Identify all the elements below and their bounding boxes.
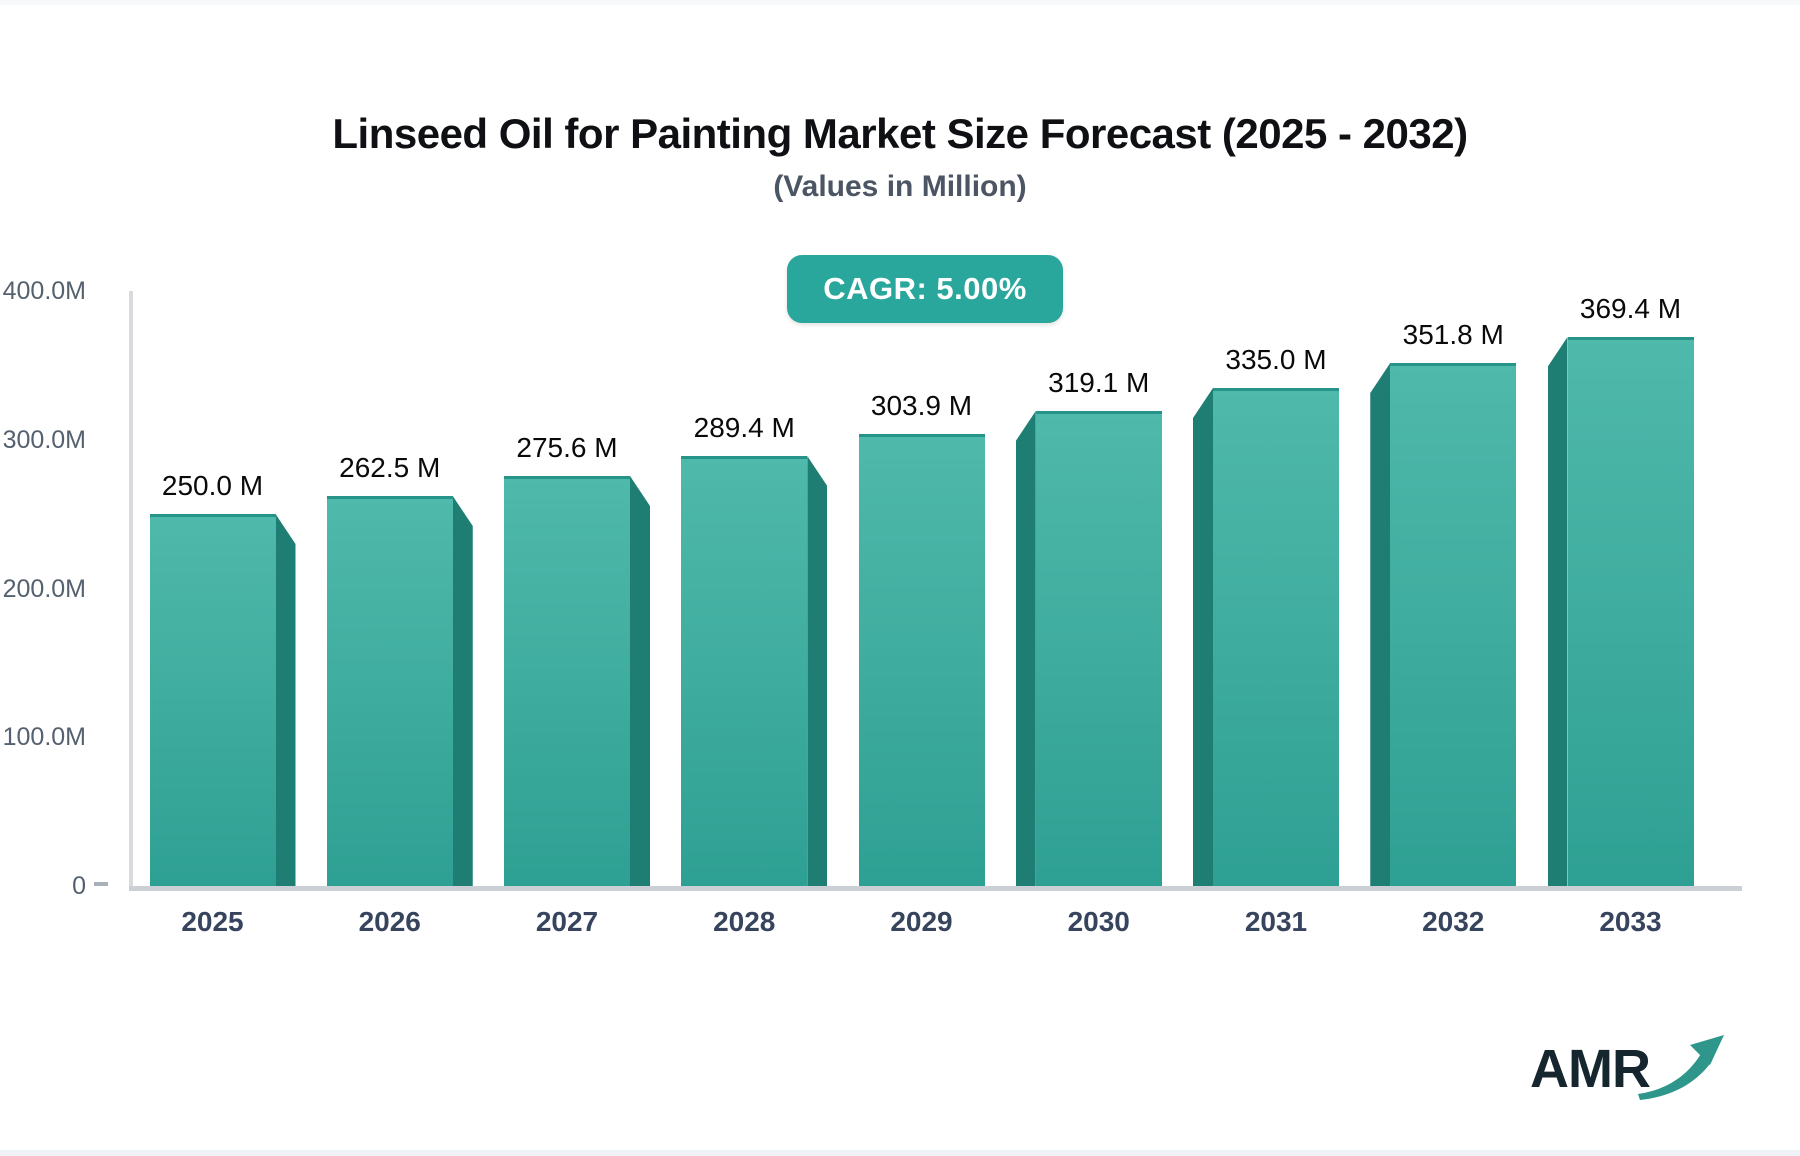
zero-tick-mark [94,882,108,886]
bar-value-label: 250.0 M [161,470,264,501]
bottom-border-strip [0,1150,1800,1156]
x-axis-label: 2027 [535,906,599,937]
chart-subtitle: (Values in Million) [773,170,1027,203]
bar[interactable] [504,476,630,886]
cagr-badge: CAGR: 5.00% [787,255,1063,323]
x-axis-label: 2028 [713,906,776,937]
bar-3d-side [1015,411,1036,886]
bar-value-label: 275.6 M [516,432,618,463]
bar-3d-side [1547,337,1568,886]
x-axis-label: 2029 [890,906,953,937]
bar-value-label: 303.9 M [870,390,973,421]
bar-3d-side [807,456,828,886]
amr-logo: AMR [1522,1030,1724,1120]
bar[interactable] [149,514,276,886]
cagr-badge-label: CAGR: 5.00% [823,271,1027,306]
amr-logo-text: AMR [1530,1039,1651,1099]
y-axis-label: 300.0M [2,425,86,454]
bar[interactable] [1567,337,1694,886]
bar-3d-side [630,476,650,886]
x-axis-label: 2026 [358,906,421,937]
bar-value-label: 369.4 M [1579,293,1682,324]
y-axis-label: 200.0M [2,574,86,603]
bar[interactable] [681,456,808,886]
bar-3d-side [1370,363,1391,886]
bar[interactable] [1390,363,1517,886]
y-axis-label: 100.0M [2,723,86,752]
bar-3d-side [275,514,296,886]
bar[interactable] [858,434,985,886]
bar-value-label: 289.4 M [693,412,795,443]
growth-arrow-icon [1638,1035,1724,1100]
bar-value-label: 351.8 M [1402,319,1504,350]
bar-3d-side [1193,388,1213,886]
x-axis-label: 2032 [1422,906,1485,937]
top-border-strip [0,0,1800,5]
bar-3d-side [452,496,473,886]
bar[interactable] [326,496,453,886]
x-axis-line [129,886,1742,891]
y-axis-label: 0 [72,872,86,900]
x-axis-label: 2031 [1244,906,1308,937]
bar-value-label: 262.5 M [339,452,441,483]
bar-value-label: 319.1 M [1048,367,1150,398]
bar[interactable] [1213,388,1339,886]
y-axis-label: 400.0M [2,277,86,305]
x-axis-label: 2030 [1067,906,1130,937]
x-axis-label: 2025 [181,906,244,937]
bar-value-label: 335.0 M [1225,344,1327,375]
chart-title: Linseed Oil for Painting Market Size For… [332,110,1468,157]
bar[interactable] [1035,411,1162,886]
x-axis-label: 2033 [1599,906,1662,937]
y-axis-line [129,291,133,886]
